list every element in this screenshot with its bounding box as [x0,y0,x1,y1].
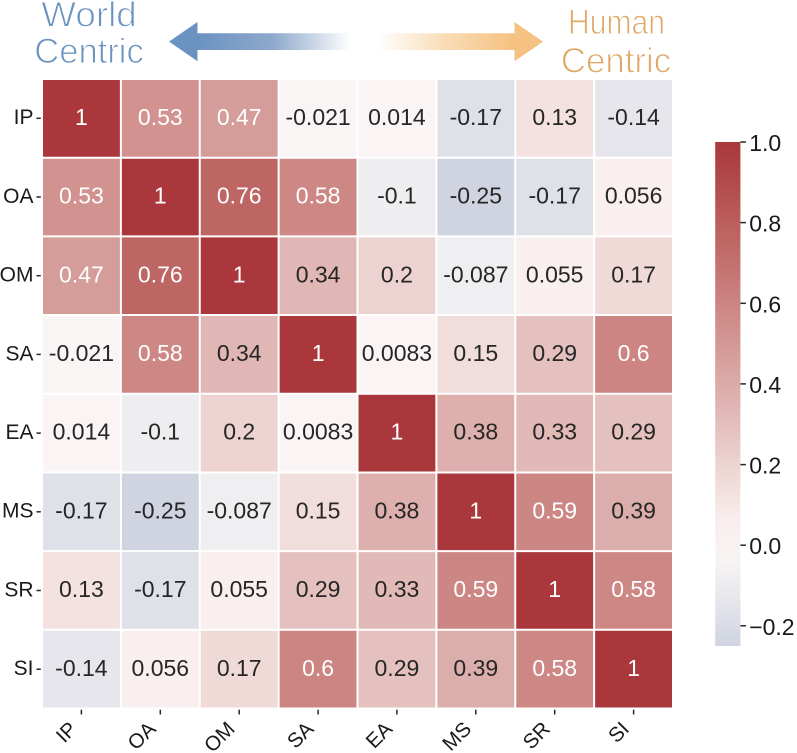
svg-text:EA: EA [5,421,33,444]
svg-text:-0.1: -0.1 [140,419,180,445]
svg-text:SI: SI [604,717,634,747]
svg-text:0.53: 0.53 [59,183,104,209]
svg-text:1: 1 [312,340,325,366]
svg-text:0.58: 0.58 [532,655,577,681]
svg-text:MS: MS [438,717,476,753]
svg-text:SI: SI [14,657,34,680]
svg-text:-0.087: -0.087 [207,497,272,523]
svg-text:OA: OA [3,185,33,208]
svg-text:SR: SR [4,578,33,601]
svg-text:OA: OA [123,717,160,753]
svg-text:0.13: 0.13 [59,576,104,602]
svg-text:0.29: 0.29 [375,655,420,681]
svg-text:0.2: 0.2 [381,261,413,287]
svg-text:0.53: 0.53 [138,104,183,130]
svg-text:0.17: 0.17 [611,261,656,287]
svg-text:-0.14: -0.14 [55,655,108,681]
svg-text:0.58: 0.58 [296,183,341,209]
svg-text:-0.17: -0.17 [528,183,580,209]
svg-text:0.39: 0.39 [453,655,498,681]
svg-text:0.13: 0.13 [532,104,577,130]
svg-text:1: 1 [391,419,404,445]
svg-text:OM: OM [200,717,240,753]
svg-text:0.59: 0.59 [532,497,577,523]
svg-text:1.0: 1.0 [749,130,781,156]
svg-text:0.4: 0.4 [749,372,781,398]
svg-text:Centric: Centric [561,40,672,80]
svg-text:0.055: 0.055 [210,576,268,602]
svg-text:0.0: 0.0 [749,533,781,559]
svg-text:-0.17: -0.17 [134,576,186,602]
svg-text:-0.1: -0.1 [377,183,417,209]
svg-text:-0.021: -0.021 [285,104,350,130]
svg-text:SR: SR [519,717,555,753]
svg-text:1: 1 [233,261,246,287]
svg-text:0.38: 0.38 [453,419,498,445]
svg-text:0.33: 0.33 [532,419,577,445]
svg-text:0.47: 0.47 [59,261,104,287]
svg-text:0.76: 0.76 [217,183,262,209]
svg-text:0.29: 0.29 [296,576,341,602]
svg-text:0.014: 0.014 [53,419,111,445]
svg-text:1: 1 [548,576,561,602]
svg-text:MS: MS [2,500,34,523]
svg-text:IP: IP [52,717,82,747]
svg-text:SA: SA [283,717,319,753]
svg-text:0.39: 0.39 [611,497,656,523]
svg-text:OM: OM [0,264,34,287]
svg-text:-0.25: -0.25 [450,183,502,209]
svg-text:0.6: 0.6 [618,340,650,366]
svg-text:0.76: 0.76 [138,261,183,287]
svg-text:0.33: 0.33 [375,576,420,602]
svg-text:0.056: 0.056 [605,183,663,209]
svg-text:1: 1 [627,655,640,681]
svg-text:-0.17: -0.17 [450,104,502,130]
svg-text:0.0083: 0.0083 [283,419,353,445]
svg-text:IP: IP [14,106,34,129]
svg-text:-0.25: -0.25 [134,497,186,523]
svg-text:0.0083: 0.0083 [362,340,432,366]
svg-text:World: World [41,0,137,34]
svg-text:0.6: 0.6 [749,291,781,317]
svg-text:0.34: 0.34 [296,261,341,287]
svg-text:0.17: 0.17 [217,655,262,681]
svg-text:0.014: 0.014 [368,104,426,130]
svg-text:0.29: 0.29 [611,419,656,445]
svg-text:Human: Human [568,2,665,42]
svg-text:0.29: 0.29 [532,340,577,366]
svg-text:0.6: 0.6 [302,655,334,681]
svg-text:0.38: 0.38 [375,497,420,523]
svg-text:1: 1 [75,104,88,130]
svg-text:-0.14: -0.14 [607,104,660,130]
svg-text:-0.17: -0.17 [55,497,107,523]
svg-text:0.2: 0.2 [749,453,781,479]
svg-text:0.2: 0.2 [223,419,255,445]
svg-text:0.47: 0.47 [217,104,262,130]
svg-text:-0.021: -0.021 [49,340,114,366]
svg-text:1: 1 [469,497,482,523]
svg-text:SA: SA [5,342,33,365]
svg-text:−0.2: −0.2 [749,614,794,640]
svg-text:0.58: 0.58 [138,340,183,366]
svg-text:0.15: 0.15 [453,340,498,366]
svg-text:0.58: 0.58 [611,576,656,602]
svg-text:1: 1 [154,183,167,209]
svg-text:0.8: 0.8 [749,211,781,237]
svg-text:0.34: 0.34 [217,340,262,366]
svg-text:0.056: 0.056 [132,655,190,681]
svg-text:-0.087: -0.087 [443,261,508,287]
svg-text:0.055: 0.055 [526,261,584,287]
svg-text:0.59: 0.59 [453,576,498,602]
svg-text:Centric: Centric [34,31,144,71]
svg-text:0.15: 0.15 [296,497,341,523]
svg-text:EA: EA [362,717,398,753]
